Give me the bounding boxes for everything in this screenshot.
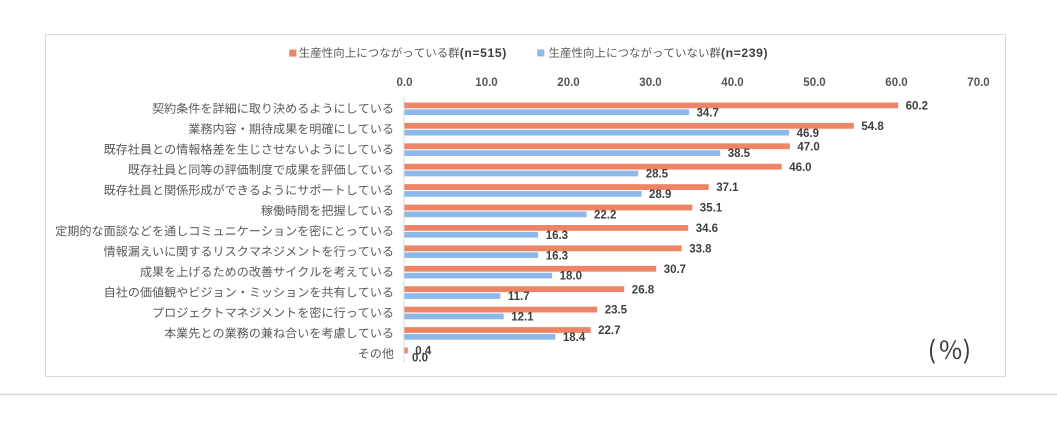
svg-text:34.7: 34.7: [697, 107, 719, 119]
svg-text:(n=239): (n=239): [721, 46, 768, 60]
svg-text:50.0: 50.0: [803, 77, 825, 89]
svg-text:47.0: 47.0: [797, 141, 819, 153]
svg-text:0.0: 0.0: [397, 77, 413, 89]
svg-text:23.5: 23.5: [605, 305, 628, 317]
svg-text:54.8: 54.8: [861, 121, 884, 133]
svg-text:28.5: 28.5: [646, 169, 669, 181]
svg-text:(n=515): (n=515): [460, 46, 507, 60]
svg-text:37.1: 37.1: [716, 182, 739, 194]
svg-text:26.8: 26.8: [632, 284, 655, 296]
svg-text:28.9: 28.9: [649, 189, 671, 201]
svg-text:0.4: 0.4: [415, 346, 432, 358]
svg-text:11.7: 11.7: [508, 291, 530, 303]
svg-text:10.0: 10.0: [475, 77, 497, 89]
svg-text:46.0: 46.0: [789, 162, 811, 174]
svg-text:60.2: 60.2: [906, 101, 928, 113]
svg-text:22.7: 22.7: [598, 325, 620, 337]
svg-text:16.3: 16.3: [546, 230, 568, 242]
svg-text:60.0: 60.0: [885, 77, 907, 89]
svg-text:12.1: 12.1: [511, 312, 534, 324]
svg-text:20.0: 20.0: [557, 77, 579, 89]
svg-text:22.2: 22.2: [594, 209, 616, 221]
svg-text:33.8: 33.8: [689, 243, 712, 255]
svg-text:30.0: 30.0: [639, 77, 661, 89]
svg-text:18.0: 18.0: [560, 271, 582, 283]
svg-text:40.0: 40.0: [721, 77, 743, 89]
svg-text:18.4: 18.4: [563, 332, 586, 344]
svg-text:46.9: 46.9: [797, 128, 819, 140]
svg-text:30.7: 30.7: [664, 264, 686, 276]
svg-text:0.0: 0.0: [412, 352, 428, 364]
svg-text:34.6: 34.6: [696, 223, 718, 235]
svg-text:38.5: 38.5: [728, 148, 751, 160]
svg-text:35.1: 35.1: [700, 203, 723, 215]
svg-text:16.3: 16.3: [546, 250, 568, 262]
svg-text:70.0: 70.0: [967, 77, 989, 89]
